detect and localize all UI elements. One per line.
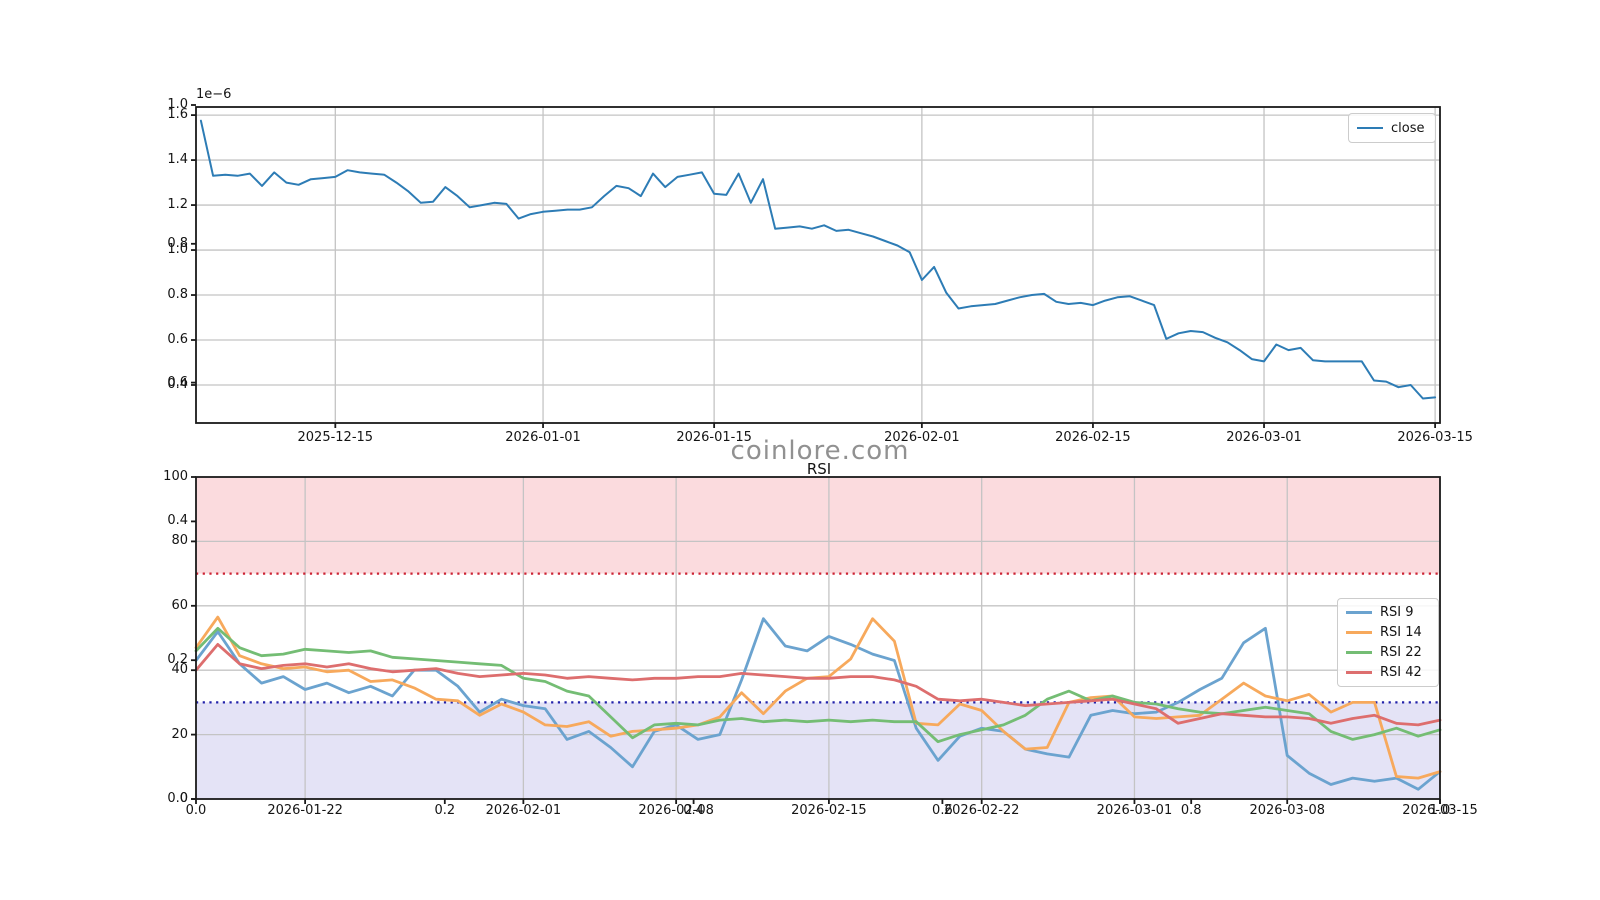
legend-line-swatch: [1346, 670, 1372, 674]
tick-label: 2026-02-15: [791, 803, 867, 818]
tick-label: 0.0: [167, 791, 188, 806]
tick-label: 2026-03-01: [1096, 803, 1173, 818]
legend-item-rsi14: RSI 14: [1346, 623, 1430, 643]
legend-item-rsi9: RSI 9: [1346, 603, 1430, 623]
tick-label: 2026-03-01: [1226, 430, 1302, 445]
tick-label: 2026-01-15: [676, 430, 752, 445]
tick-label: 0.6: [167, 332, 188, 347]
tick-label: 2026-01-01: [505, 430, 581, 445]
tick-label: 1.0: [167, 97, 188, 112]
legend-label: close: [1391, 120, 1425, 136]
tick-label: 0.8: [167, 287, 188, 303]
legend-item-close: close: [1357, 118, 1427, 138]
axes-spine: [195, 106, 1441, 424]
rsi-22-line: [194, 626, 1442, 744]
oversold-band: [196, 702, 1440, 799]
price-legend: close: [1348, 113, 1436, 143]
legend-label: RSI 22: [1380, 644, 1422, 660]
tick-label: 0.8: [1180, 803, 1202, 818]
tick-label: 80: [171, 533, 188, 549]
tick-label: 1.0: [167, 242, 188, 258]
tick-label: 0.6: [932, 803, 953, 818]
overbought-band: [196, 477, 1440, 574]
rsi-42-line: [194, 643, 1442, 727]
legend-label: RSI 42: [1380, 664, 1422, 680]
tick-label: 1.4: [167, 152, 188, 168]
tick-label: 2026-03-15: [1402, 803, 1478, 818]
rsi-legend: RSI 9 RSI 14 RSI 22 RSI 42: [1337, 598, 1439, 687]
tick-label: 2026-03-15: [1397, 430, 1473, 445]
tick-label: 0.2: [167, 652, 188, 668]
legend-line-swatch: [1357, 126, 1383, 130]
tick-label: 2025-12-15: [297, 430, 374, 445]
tick-label: 2026-02-01: [884, 430, 960, 445]
tick-label: 60: [171, 597, 188, 613]
tick-label: 2026-02-08: [638, 803, 714, 818]
legend-item-rsi42: RSI 42: [1346, 662, 1430, 682]
legend-item-rsi22: RSI 22: [1346, 643, 1430, 663]
legend-label: RSI 9: [1380, 605, 1414, 621]
tick-label: 0.4: [167, 513, 188, 529]
legend-line-swatch: [1346, 611, 1372, 615]
tick-label: 0.0: [185, 803, 207, 818]
tick-label: 1.6: [167, 107, 188, 123]
tick-label: 2026-03-08: [1249, 803, 1325, 818]
legend-line-swatch: [1346, 631, 1372, 635]
tick-label: 0.2: [434, 803, 456, 818]
rsi-chart-title: RSI: [806, 460, 832, 478]
tick-label: 2026-02-01: [485, 803, 562, 818]
tick-label: 0: [179, 791, 188, 806]
watermark: coinlore.com: [730, 436, 910, 466]
tick-label: 0.4: [683, 803, 704, 818]
tick-label: 40: [171, 662, 188, 678]
price-axis-offset-label: 1e−6: [196, 87, 232, 102]
tick-label: 100: [163, 469, 188, 484]
tick-label: 2026-02-22: [943, 803, 1020, 818]
tick-label: 20: [171, 726, 188, 742]
legend-line-swatch: [1346, 650, 1372, 654]
tick-label: 1.0: [1429, 803, 1451, 818]
close-line: [199, 119, 1437, 400]
tick-label: 0.4: [167, 376, 188, 392]
tick-label: 2026-02-15: [1055, 430, 1131, 445]
tick-label: 1.2: [167, 197, 188, 213]
tick-label: 0.6: [167, 374, 188, 390]
tick-label: 0.8: [167, 235, 188, 251]
axes-spine: [195, 476, 1441, 800]
legend-label: RSI 14: [1380, 625, 1422, 641]
tick-label: 2026-01-22: [267, 803, 343, 818]
